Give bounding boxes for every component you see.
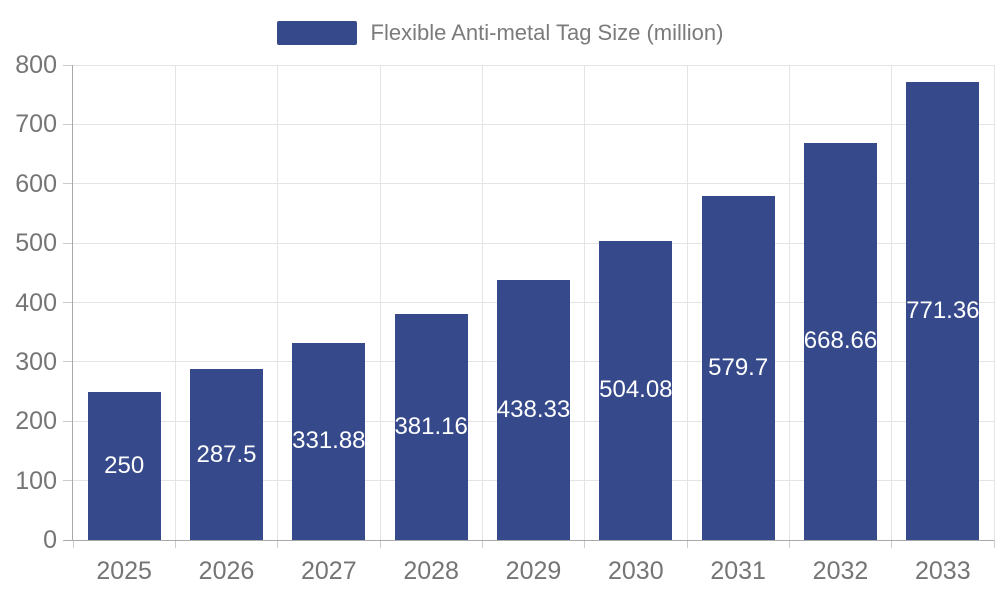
grid-line-vertical [481,65,483,540]
bar-value-label: 668.66 [803,327,878,355]
y-axis-tick-label: 600 [15,169,57,198]
chart-legend[interactable]: Flexible Anti-metal Tag Size (million) [0,21,1000,45]
x-axis-line [63,540,994,541]
grid-line-vertical [174,65,176,540]
x-axis-tick [174,540,176,548]
grid-line-vertical [993,65,995,540]
grid-line-vertical [788,65,790,540]
y-axis-tick [63,420,73,422]
bar-value-label: 579.7 [708,353,769,381]
grid-line-horizontal [73,64,994,66]
grid-line-horizontal [73,183,994,185]
bar-value-label: 771.36 [906,296,980,324]
x-axis-tick [481,540,483,548]
grid-line-vertical [379,65,381,540]
x-axis-tick [277,540,279,548]
bar-2032: 668.66 [803,142,878,540]
x-axis-tick [72,540,74,548]
x-axis-label-2026: 2026 [198,557,255,585]
y-axis-tick-label: 300 [15,347,57,376]
bar-value-label: 287.5 [196,440,257,468]
y-axis-tick-label: 700 [15,110,57,139]
x-axis-label-2032: 2032 [812,557,869,585]
grid-line-vertical [584,65,586,540]
grid-line-vertical [891,65,893,540]
y-axis-tick [63,64,73,66]
bar-value-label: 504.08 [599,376,673,404]
x-axis-tick [686,540,688,548]
x-axis-label-2029: 2029 [505,557,562,585]
bar-value-label: 331.88 [292,427,366,455]
grid-line-horizontal [73,123,994,125]
bar-2027: 331.88 [292,342,366,540]
x-axis-label-2025: 2025 [96,557,152,585]
x-axis-tick [379,540,381,548]
x-axis-label-2030: 2030 [608,557,664,585]
y-axis-tick [63,183,73,185]
y-axis-tick-label: 0 [43,526,57,554]
x-axis-label-2031: 2031 [710,557,766,585]
bar-value-label: 250 [104,451,145,479]
grid-line-vertical [686,65,688,540]
grid-line-horizontal [73,242,994,244]
bar-2028: 381.16 [394,313,468,540]
y-axis-tick [63,361,73,363]
x-axis-label-2027: 2027 [301,557,357,585]
y-axis-tick [63,123,73,125]
x-axis-tick [788,540,790,548]
y-axis-tick-label: 200 [15,407,57,436]
x-axis-tick [993,540,995,548]
x-axis-label-2028: 2028 [403,557,459,585]
bar-value-label: 438.33 [496,395,571,423]
grid-line-vertical [277,65,279,540]
y-axis-tick [63,242,73,244]
bar-2030: 504.08 [599,240,673,540]
x-axis-label-2033: 2033 [915,557,971,585]
bar-2033: 771.36 [906,82,980,540]
y-axis-tick [63,480,73,482]
x-axis-tick [891,540,893,548]
y-axis-tick-label: 400 [15,288,57,317]
bar-2026: 287.5 [190,369,263,540]
y-axis-line [72,65,73,540]
x-axis-tick [584,540,586,548]
bar-2025: 250 [87,391,161,540]
y-axis-tick-label: 100 [15,466,57,495]
y-axis-tick-label: 800 [15,51,57,79]
legend-label: Flexible Anti-metal Tag Size (million) [370,20,724,45]
bar-value-label: 381.16 [394,412,468,440]
bar-2029: 438.33 [496,279,571,540]
y-axis-tick-label: 500 [15,229,57,258]
legend-swatch [276,21,357,45]
y-axis-tick [63,302,73,303]
bar-2031: 579.7 [701,195,775,540]
